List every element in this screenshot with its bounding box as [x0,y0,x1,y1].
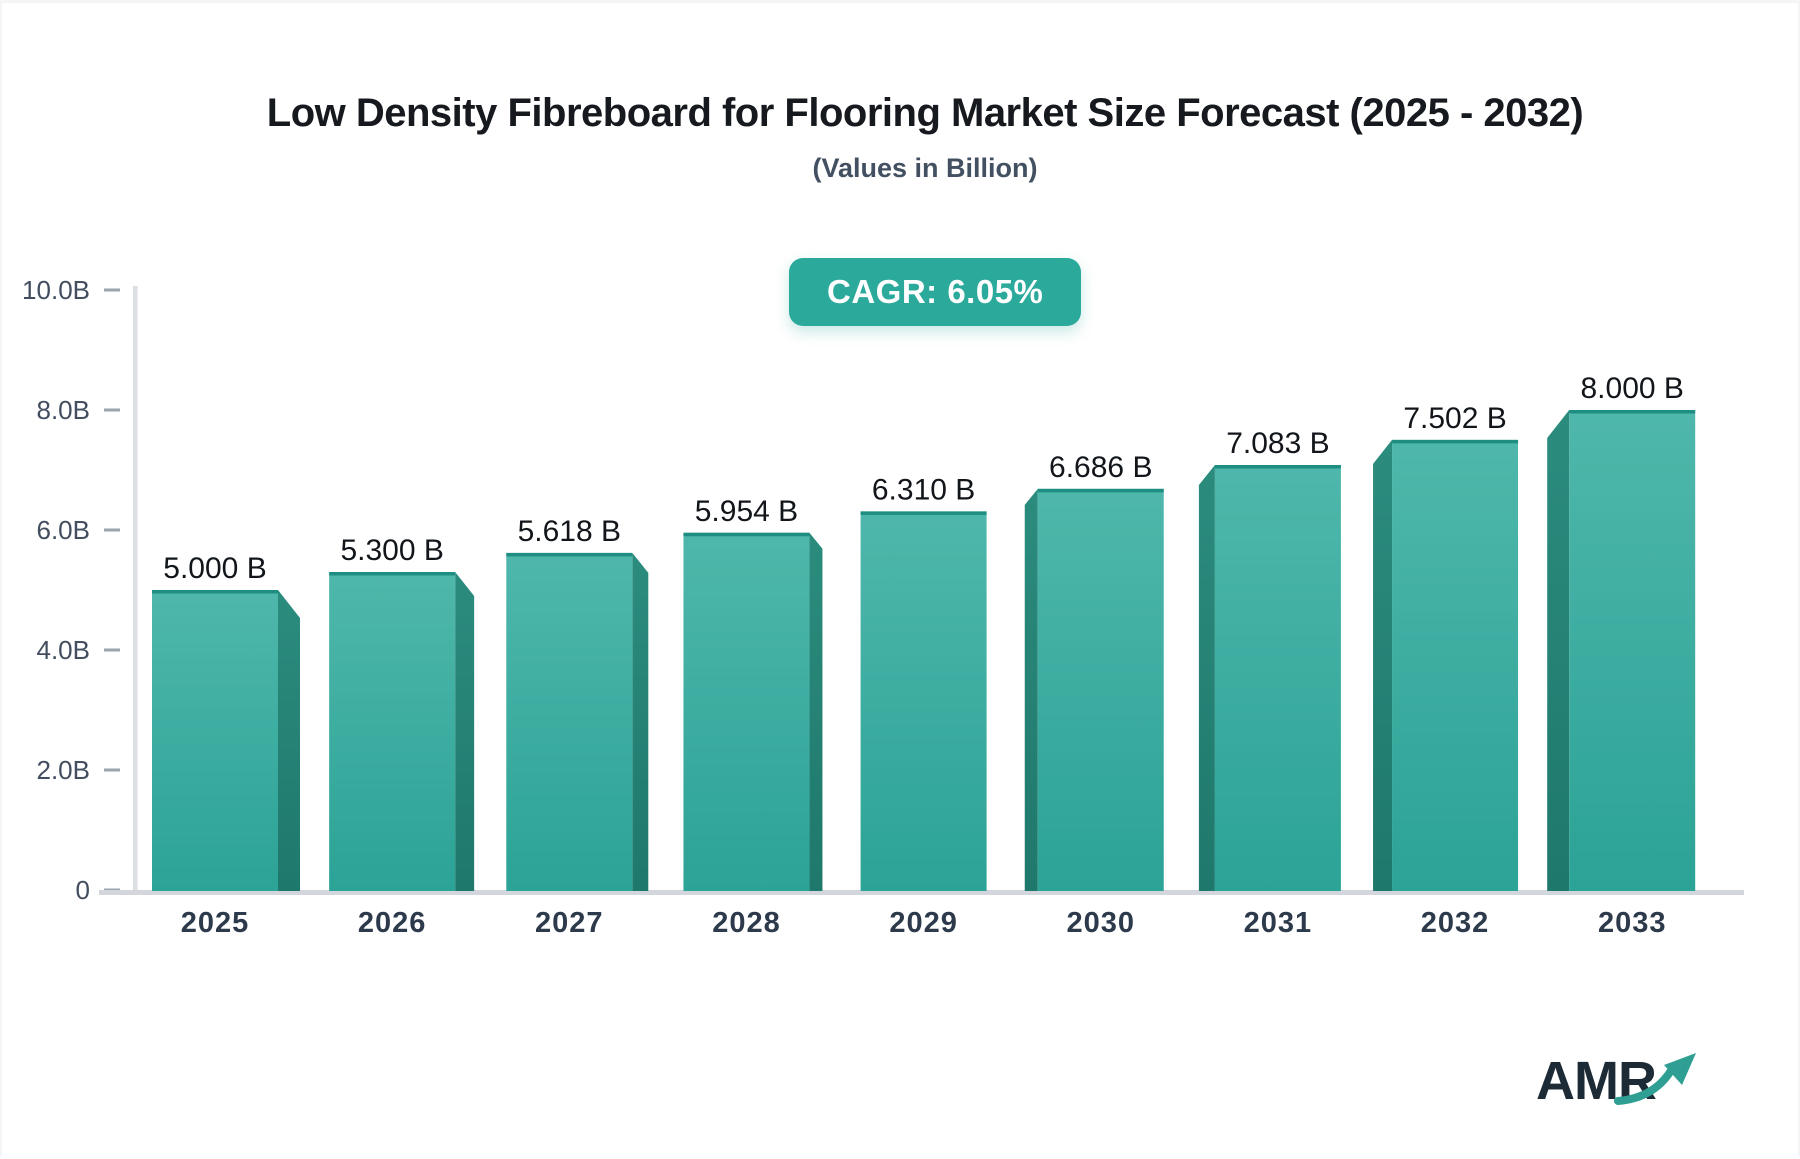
y-axis-label: 8.0B [37,395,91,425]
x-axis-label: 2032 [1421,907,1490,939]
bar-side-face [1373,439,1393,891]
x-axis-label: 2028 [712,907,781,939]
bar-side-face [278,590,300,891]
amr-logo: AMR [1536,1050,1698,1108]
bar-side-face [809,532,823,891]
bar-value-label: 8.000 B [1580,372,1683,405]
y-axis-label: 10.0B [22,275,90,305]
plot-area: 0 2.0B 4.0B 6.0B 8.0B 10.0B 5.000 B 2025 5.300 B… [22,275,1744,939]
bar-side-face [632,552,649,891]
bar-top-edge [860,511,987,515]
cagr-badge-label: CAGR: 6.05% [827,273,1044,310]
x-axis-label: 2026 [358,907,427,939]
bar-side-face [1024,488,1038,891]
x-axis-label: 2031 [1244,907,1313,939]
bar-2028[interactable]: 5.954 B 2028 [683,495,823,939]
bar-face [1392,439,1519,891]
bar-value-label: 5.618 B [518,515,621,548]
bar-side-face [1547,410,1570,891]
bar-side-face [1198,465,1215,891]
x-axis-label: 2033 [1598,907,1667,939]
bar-face [683,532,810,891]
bar-face [329,572,456,891]
bar-value-label: 7.083 B [1226,427,1329,460]
chart-header: Low Density Fibreboard for Flooring Mark… [2,3,1798,184]
y-axis-label: 2.0B [37,755,91,785]
bar-value-label: 7.502 B [1403,402,1506,435]
bar-2025[interactable]: 5.000 B 2025 [152,552,300,939]
bar-chart: 0 2.0B 4.0B 6.0B 8.0B 10.0B 5.000 B 2025 5.300 B… [22,275,1744,939]
bar-top-edge [683,532,810,537]
bar-2029[interactable]: 6.310 B 2029 [860,473,987,939]
y-axis-label: 0 [76,875,90,905]
bar-2033[interactable]: 8.000 B 2033 [1547,372,1696,939]
x-axis-label: 2030 [1066,907,1135,939]
bar-2031[interactable]: 7.083 B 2031 [1198,427,1341,939]
y-axis-label: 6.0B [37,515,91,545]
chart-subtitle: (Values in Billion) [812,153,1038,183]
bar-face [860,511,987,891]
y-axis-line [133,286,138,895]
bar-side-face [455,572,475,891]
x-axis-label: 2025 [181,907,250,939]
y-axis-label: 4.0B [37,635,91,665]
bar-face [1214,465,1341,891]
x-axis-line [99,890,1744,895]
bar-top-edge [329,572,456,576]
bar-face [152,590,278,891]
bar-value-label: 6.310 B [872,473,975,506]
bar-top-edge [1214,465,1341,469]
x-axis-label: 2029 [889,907,958,939]
bar-2032[interactable]: 7.502 B 2032 [1373,402,1519,939]
bar-face [1569,410,1696,891]
bar-top-edge [506,552,633,557]
bar-top-edge [152,590,278,594]
bar-value-label: 5.000 B [163,552,266,585]
bar-top-edge [1569,410,1696,414]
cagr-badge: CAGR: 6.05% [789,258,1082,326]
bar-value-label: 5.954 B [695,495,798,528]
bar-value-label: 5.300 B [340,534,443,567]
bar-face [1037,488,1164,891]
chart-title: Low Density Fibreboard for Flooring Mark… [266,91,1584,135]
bar-value-label: 6.686 B [1049,451,1152,484]
bar-top-edge [1392,439,1519,444]
y-axis: 0 2.0B 4.0B 6.0B 8.0B 10.0B [22,275,120,905]
growth-arrow-icon [1614,1053,1696,1105]
x-axis-label: 2027 [535,907,604,939]
bar-2027[interactable]: 5.618 B 2027 [506,515,649,939]
bar-face [506,552,633,891]
bar-top-edge [1037,488,1164,493]
bar-2026[interactable]: 5.300 B 2026 [329,534,475,939]
bar-2030[interactable]: 6.686 B 2030 [1024,451,1164,939]
